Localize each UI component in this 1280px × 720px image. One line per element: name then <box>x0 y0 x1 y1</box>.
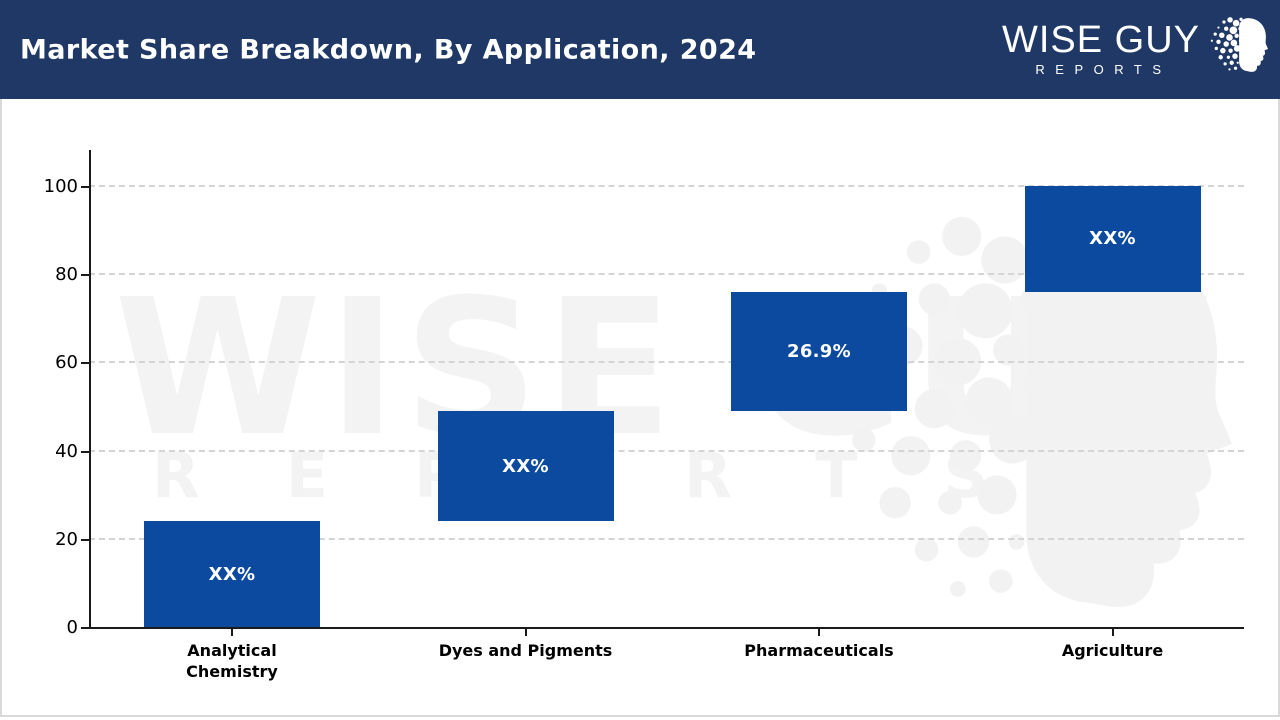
y-tick-label-40: 40 <box>55 440 78 462</box>
plot-area: XX% XX% 26.9% XX% 0 20 40 60 80 100 Analytical Che… <box>2 99 1278 715</box>
gridline-40 <box>89 449 1244 452</box>
wiseguy-logo-sub: REPORTS <box>1035 61 1172 77</box>
x-tick-label-dyes-and-pigments: Dyes and Pigments <box>438 641 613 660</box>
gridline-60 <box>89 361 1244 364</box>
bar-value-label-dyes-and-pigments: XX% <box>502 455 549 477</box>
y-tick-label-20: 20 <box>55 528 78 550</box>
wiseguy-logo-name: WISE GUY <box>1001 19 1200 62</box>
wiseguy-face-icon <box>1210 17 1268 72</box>
y-tick-60 <box>81 362 89 365</box>
gridline-20 <box>89 537 1244 540</box>
wiseguy-logo: WISE GUY REPORTS <box>1002 7 1268 91</box>
y-tick-40 <box>81 450 89 453</box>
x-tick-pharmaceuticals <box>818 629 820 636</box>
y-tick-20 <box>81 538 89 541</box>
page-title: Market Share Breakdown, By Application, … <box>20 34 757 65</box>
y-tick-label-60: 60 <box>55 352 78 374</box>
x-axis-spine <box>89 627 1244 629</box>
bar-value-label-analytical-chemistry: XX% <box>208 563 256 585</box>
header-banner: Market Share Breakdown, By Application, … <box>0 0 1280 99</box>
bar-agriculture: XX% <box>1024 186 1201 292</box>
x-tick-label-analytical-chemistry: Analytical Chemistry <box>186 641 278 681</box>
bar-value-label-pharmaceuticals: 26.9% <box>787 340 851 362</box>
y-tick-0 <box>81 627 89 629</box>
x-tick-label-pharmaceuticals: Pharmaceuticals <box>744 641 894 660</box>
y-tick-label-80: 80 <box>55 264 78 286</box>
bar-dyes-and-pigments: XX% <box>437 410 614 522</box>
x-tick-label-agriculture: Agriculture <box>1061 641 1164 660</box>
bar-analytical-chemistry: XX% <box>144 521 320 627</box>
x-tick-analytical-chemistry <box>231 629 233 636</box>
y-tick-100 <box>81 186 89 188</box>
gridline-80 <box>89 273 1244 276</box>
y-axis-spine <box>89 150 91 629</box>
chart-canvas: WISE GUY REPORTS XX%XX%26.9%XX%020406080… <box>0 99 1280 717</box>
gridline-100 <box>89 185 1244 187</box>
y-tick-80 <box>81 274 89 277</box>
wiseguy-logo-text: WISE GUY REPORTS <box>1001 19 1200 77</box>
x-tick-agriculture <box>1111 629 1114 636</box>
y-tick-label-0: 0 <box>66 617 78 638</box>
bar-pharmaceuticals: 26.9% <box>731 291 907 411</box>
bar-value-label-agriculture: XX% <box>1089 228 1136 250</box>
x-tick-dyes-and-pigments <box>524 629 527 636</box>
y-tick-label-100: 100 <box>43 176 78 197</box>
